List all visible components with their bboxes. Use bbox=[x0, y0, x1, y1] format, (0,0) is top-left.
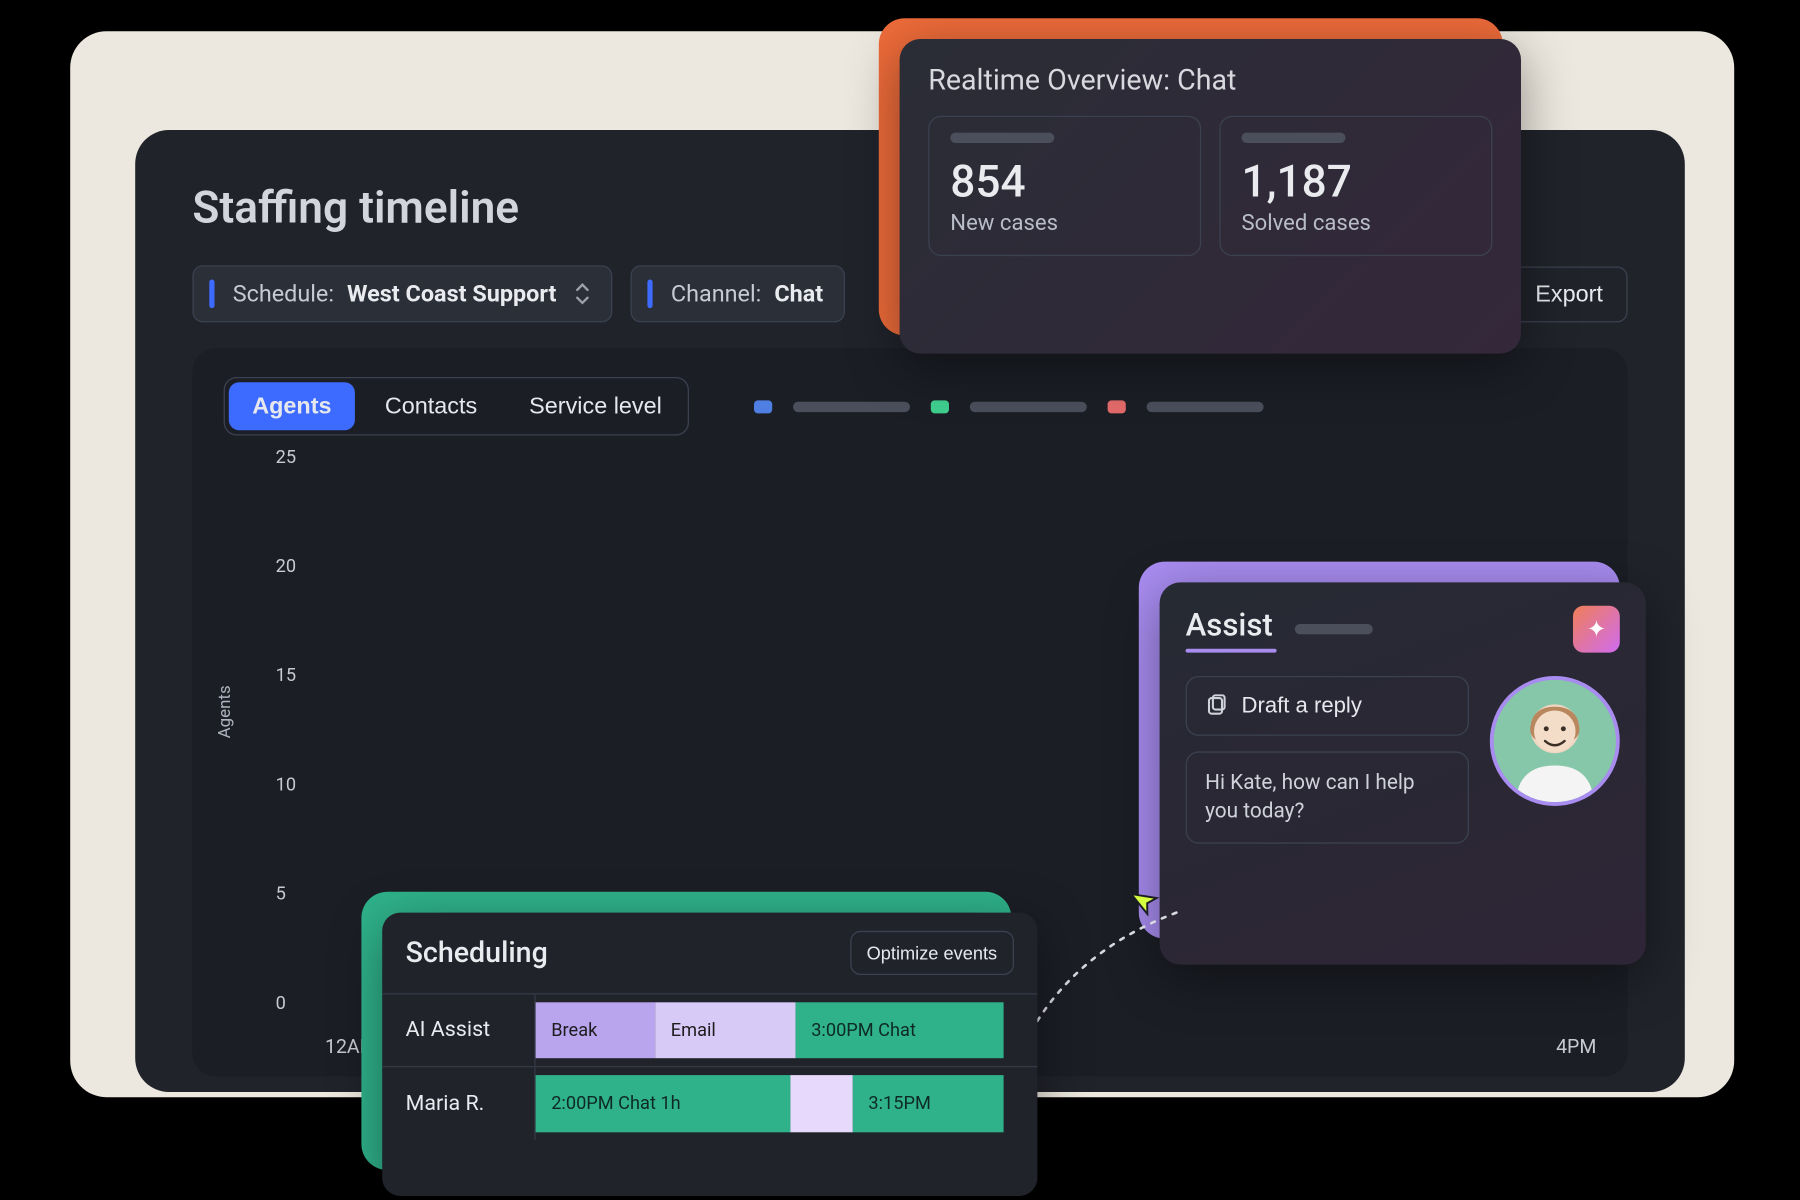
bar-column bbox=[1556, 1023, 1574, 1024]
schedule-row: AI AssistBreakEmail3:00PM Chat bbox=[382, 994, 1037, 1067]
optimize-events-button[interactable]: Optimize events bbox=[850, 931, 1014, 975]
bar-column bbox=[1510, 1023, 1528, 1024]
chart-legend bbox=[754, 400, 1264, 413]
schedule-cell[interactable] bbox=[790, 1075, 852, 1132]
schedule-select[interactable]: Schedule: West Coast Support bbox=[192, 265, 612, 322]
schedule-cells: BreakEmail3:00PM Chat bbox=[536, 994, 1038, 1066]
sparkle-icon: ✦ bbox=[1573, 606, 1620, 653]
bar-column bbox=[1442, 1023, 1460, 1024]
bar-column bbox=[1465, 1023, 1483, 1024]
channel-label: Channel: bbox=[671, 280, 761, 307]
tab-contacts[interactable]: Contacts bbox=[359, 378, 503, 434]
realtime-overlay: Realtime Overview: Chat 854 New cases 1,… bbox=[879, 18, 1503, 335]
assist-card: Assist ✦ Draft a reply Hi Kate, how can … bbox=[1160, 582, 1646, 964]
legend-chip-red bbox=[1108, 400, 1126, 413]
legend-chip-green bbox=[931, 400, 949, 413]
copy-icon bbox=[1205, 694, 1228, 717]
tab-agents[interactable]: Agents bbox=[229, 382, 355, 430]
schedule-label: Schedule: bbox=[233, 280, 334, 307]
tab-group: Agents Contacts Service level bbox=[224, 377, 690, 435]
scheduling-overlay: Scheduling Optimize events AI AssistBrea… bbox=[361, 892, 1011, 1170]
y-ticks: 0510152025 bbox=[276, 478, 315, 1024]
realtime-card: Realtime Overview: Chat 854 New cases 1,… bbox=[900, 39, 1521, 354]
legend-line bbox=[1147, 401, 1264, 411]
y-tick: 10 bbox=[276, 775, 296, 796]
y-tick: 15 bbox=[276, 666, 296, 687]
schedule-value: West Coast Support bbox=[347, 280, 556, 307]
chevron-updown-icon bbox=[575, 282, 591, 305]
bar-column bbox=[1328, 1022, 1346, 1025]
draft-reply-button[interactable]: Draft a reply bbox=[1186, 676, 1469, 736]
assist-title: Assist bbox=[1186, 606, 1277, 642]
stat-label: Solved cases bbox=[1242, 211, 1471, 237]
pointer-path bbox=[1014, 902, 1183, 1058]
bar-column bbox=[1259, 1023, 1277, 1024]
scheduling-card: Scheduling Optimize events AI AssistBrea… bbox=[382, 913, 1037, 1196]
y-tick: 5 bbox=[276, 884, 286, 905]
skeleton-line bbox=[950, 133, 1054, 143]
bar-column bbox=[1282, 1023, 1300, 1024]
y-tick: 0 bbox=[276, 993, 286, 1014]
stat-new-cases: 854 New cases bbox=[928, 116, 1201, 256]
bar-column bbox=[1396, 1023, 1414, 1024]
schedule-row-name: Maria R. bbox=[382, 1067, 535, 1140]
export-button[interactable]: Export bbox=[1511, 266, 1628, 322]
realtime-title: Realtime Overview: Chat bbox=[928, 65, 1492, 98]
stat-value: 1,187 bbox=[1242, 156, 1471, 208]
y-tick: 25 bbox=[276, 447, 296, 468]
bar-column bbox=[325, 1022, 343, 1025]
tabs-row: Agents Contacts Service level bbox=[224, 377, 1597, 435]
accent-bar bbox=[647, 280, 652, 309]
assist-overlay: Assist ✦ Draft a reply Hi Kate, how can … bbox=[1139, 562, 1620, 939]
bar-column bbox=[1533, 1023, 1551, 1024]
stat-label: New cases bbox=[950, 211, 1179, 237]
draft-reply-label: Draft a reply bbox=[1242, 693, 1362, 719]
schedule-cell[interactable]: Email bbox=[655, 1002, 795, 1058]
schedule-cell[interactable]: 2:00PM Chat 1h bbox=[536, 1075, 791, 1132]
bar-column bbox=[1214, 1022, 1232, 1025]
x-tick: 4PM bbox=[1556, 1035, 1596, 1058]
schedule-row: Maria R.2:00PM Chat 1h 3:15PM bbox=[382, 1067, 1037, 1140]
schedule-cells: 2:00PM Chat 1h 3:15PM bbox=[536, 1067, 1038, 1140]
tab-service-level[interactable]: Service level bbox=[503, 378, 688, 434]
bar-column bbox=[1578, 1023, 1596, 1024]
y-tick: 20 bbox=[276, 556, 296, 577]
legend-chip-blue bbox=[754, 400, 772, 413]
legend-line bbox=[793, 401, 910, 411]
bar-column bbox=[1487, 1023, 1505, 1024]
stat-value: 854 bbox=[950, 156, 1179, 208]
scheduling-title: Scheduling bbox=[406, 937, 548, 970]
bar-column bbox=[1237, 1023, 1255, 1024]
channel-value: Chat bbox=[774, 280, 823, 307]
bar-column bbox=[1305, 1022, 1323, 1025]
assist-underline bbox=[1186, 648, 1277, 652]
y-axis-label: Agents bbox=[216, 685, 236, 738]
legend-line bbox=[970, 401, 1087, 411]
schedule-cell[interactable]: 3:15PM bbox=[853, 1075, 1004, 1132]
assist-suggestion[interactable]: Hi Kate, how can I help you today? bbox=[1186, 751, 1469, 843]
accent-bar bbox=[209, 280, 214, 309]
schedule-cell[interactable]: Break bbox=[536, 1002, 656, 1058]
bar-column bbox=[1191, 1022, 1209, 1025]
schedule-row-name: AI Assist bbox=[382, 994, 535, 1066]
bar-column bbox=[1373, 1022, 1391, 1025]
skeleton-line bbox=[1295, 624, 1373, 634]
skeleton-line bbox=[1242, 133, 1346, 143]
bar-column bbox=[1351, 1022, 1369, 1025]
bar-column bbox=[1419, 1023, 1437, 1024]
avatar bbox=[1490, 676, 1620, 806]
stat-solved-cases: 1,187 Solved cases bbox=[1219, 116, 1492, 256]
schedule-cell[interactable]: 3:00PM Chat bbox=[796, 1002, 1004, 1058]
channel-select[interactable]: Channel: Chat bbox=[631, 265, 846, 322]
